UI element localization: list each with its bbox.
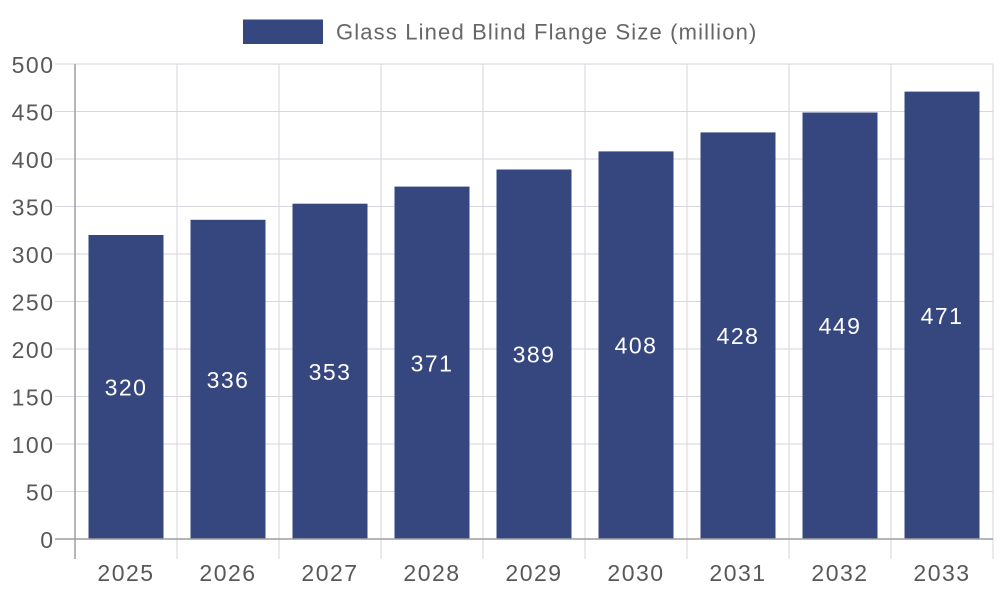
- svg-text:353: 353: [309, 359, 352, 385]
- svg-text:400: 400: [12, 147, 55, 173]
- svg-text:320: 320: [105, 375, 148, 401]
- svg-text:100: 100: [12, 432, 55, 458]
- svg-text:150: 150: [12, 385, 55, 411]
- svg-text:300: 300: [12, 242, 55, 268]
- svg-text:428: 428: [717, 323, 760, 349]
- svg-text:471: 471: [921, 303, 964, 329]
- svg-text:389: 389: [513, 342, 556, 368]
- svg-text:250: 250: [12, 290, 55, 316]
- svg-text:2025: 2025: [97, 560, 154, 586]
- svg-text:2028: 2028: [403, 560, 460, 586]
- svg-text:350: 350: [12, 195, 55, 221]
- svg-text:2029: 2029: [505, 560, 562, 586]
- svg-text:2032: 2032: [811, 560, 868, 586]
- svg-text:2033: 2033: [913, 560, 970, 586]
- svg-text:2027: 2027: [301, 560, 358, 586]
- svg-text:2030: 2030: [607, 560, 664, 586]
- svg-text:449: 449: [819, 313, 862, 339]
- svg-text:Glass Lined Blind Flange Size: Glass Lined Blind Flange Size (million): [336, 20, 757, 45]
- svg-text:50: 50: [26, 480, 55, 506]
- svg-text:450: 450: [12, 100, 55, 126]
- svg-text:2031: 2031: [709, 560, 766, 586]
- svg-text:200: 200: [12, 337, 55, 363]
- svg-text:500: 500: [12, 52, 55, 78]
- svg-text:0: 0: [40, 527, 54, 553]
- svg-text:336: 336: [207, 367, 250, 393]
- svg-text:371: 371: [411, 350, 454, 376]
- svg-text:408: 408: [615, 333, 658, 359]
- svg-text:2026: 2026: [199, 560, 256, 586]
